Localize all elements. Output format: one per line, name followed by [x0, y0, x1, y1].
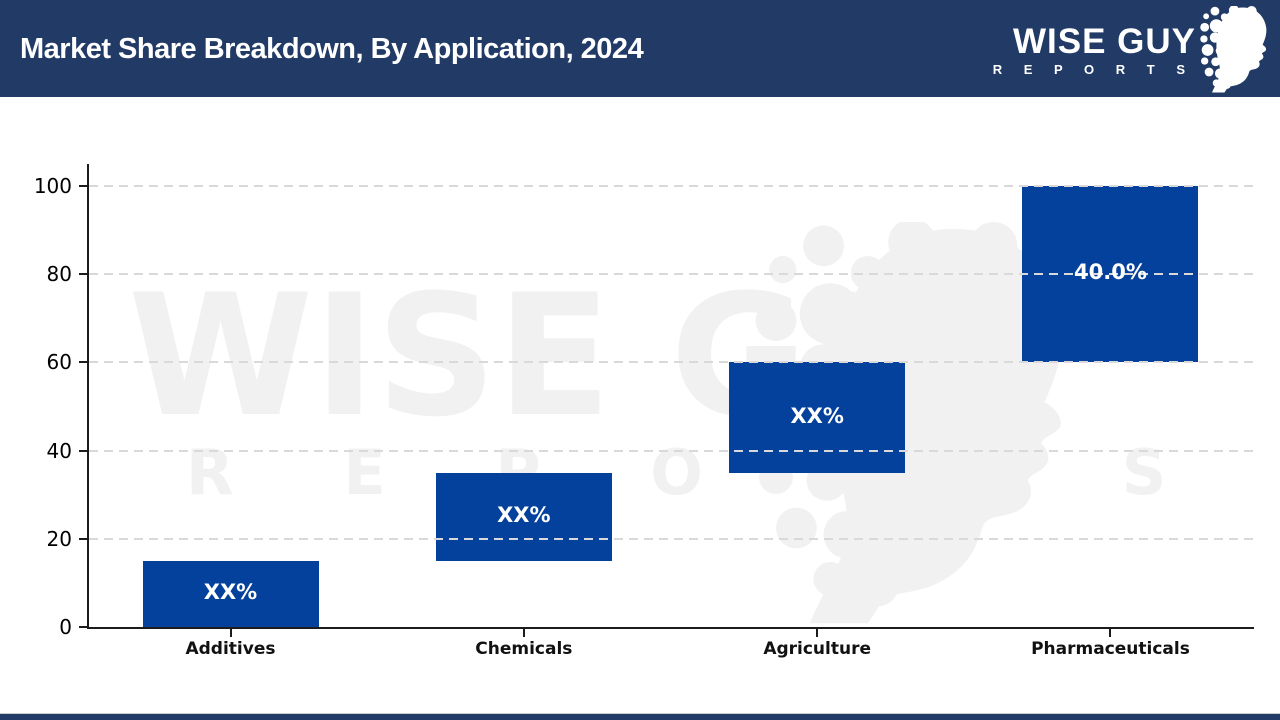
x-tick-mark [816, 629, 819, 637]
gridline-40 [89, 449, 1253, 452]
y-tick-mark [79, 361, 87, 364]
x-tick-label: Chemicals [475, 639, 573, 659]
gridline-60 [89, 361, 1253, 364]
y-tick-mark [79, 537, 87, 540]
brand-dot-face-icon [1200, 6, 1267, 93]
bar-agriculture [729, 362, 906, 473]
watermark-dot-face-icon [755, 222, 1063, 624]
gridline-80 [89, 273, 1253, 276]
bar-label: 40.0% [1074, 260, 1147, 285]
y-tick-mark [79, 185, 87, 187]
bar-chemicals [435, 472, 612, 561]
gridline-20 [89, 537, 1253, 540]
x-tick-mark [1109, 629, 1112, 637]
y-tick-mark [79, 449, 87, 452]
y-tick-label: 40 [46, 438, 72, 463]
bar-additives [142, 560, 319, 627]
page-title: Market Share Breakdown, By Application, … [20, 33, 644, 65]
brand-logo: WISE GUY R E P O R T S [993, 2, 1274, 95]
y-axis-spine [87, 164, 89, 628]
bar-label: XX% [497, 502, 551, 527]
y-tick-label: 80 [46, 262, 72, 287]
y-tick-mark [79, 273, 87, 276]
brand-wordmark: WISE GUY [1012, 22, 1196, 61]
y-tick-label: 20 [46, 526, 72, 551]
x-tick-mark [522, 629, 525, 637]
bar-label: XX% [203, 579, 258, 604]
y-tick-label: 60 [46, 350, 72, 375]
x-axis-spine [87, 627, 1254, 629]
y-tick-mark [79, 626, 87, 628]
gridline-100 [89, 185, 1253, 187]
x-tick-mark [229, 629, 232, 637]
y-tick-label: 0 [59, 615, 72, 639]
y-tick-label: 100 [33, 174, 72, 198]
header-banner: Market Share Breakdown, By Application, … [0, 0, 1280, 97]
bar-label: XX% [790, 403, 844, 428]
x-tick-label: Pharmaceuticals [1031, 639, 1190, 659]
footer-bar [0, 714, 1280, 720]
x-tick-label: Agriculture [763, 639, 871, 659]
brand-reports-text: R E P O R T S [992, 62, 1194, 77]
x-tick-label: Additives [185, 639, 276, 659]
footer-hairline [0, 713, 1280, 714]
